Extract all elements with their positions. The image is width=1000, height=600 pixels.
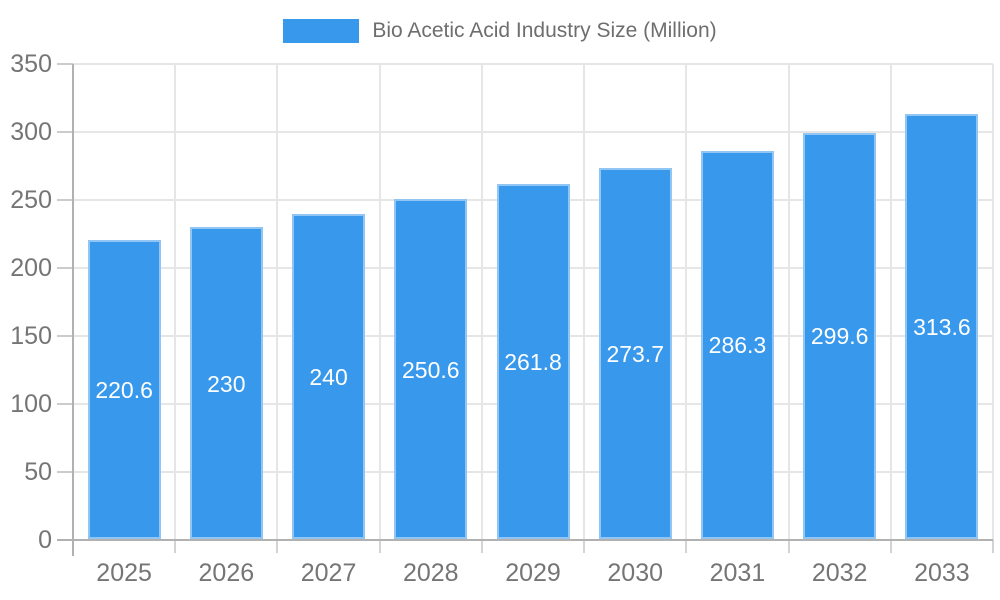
- y-axis-tick: [57, 403, 73, 405]
- legend-swatch-icon: [283, 19, 360, 43]
- x-gridline: [685, 64, 688, 540]
- y-gridline: [73, 131, 993, 133]
- x-gridline: [480, 64, 483, 540]
- x-axis-label: 2030: [607, 559, 664, 587]
- x-axis-label: 2029: [505, 559, 561, 587]
- y-axis-label: 150: [10, 322, 52, 350]
- x-axis-tick: [787, 540, 790, 553]
- x-gridline: [787, 64, 790, 540]
- bar-value-label: 240: [309, 363, 348, 390]
- bar-value-label: 220.6: [95, 376, 153, 403]
- x-gridline: [583, 64, 586, 540]
- x-axis-label: 2031: [709, 559, 766, 587]
- y-axis-line: [72, 64, 74, 556]
- y-axis-tick: [57, 63, 73, 65]
- x-gridline: [174, 64, 177, 540]
- x-axis-label: 2028: [402, 559, 459, 587]
- x-axis-line: [73, 539, 993, 541]
- bar-value-label: 299.6: [810, 323, 869, 350]
- bar-2027[interactable]: [292, 213, 366, 539]
- x-axis-tick: [174, 540, 177, 553]
- y-axis-label: 100: [10, 390, 52, 418]
- x-gridline: [276, 64, 279, 540]
- bar-2028[interactable]: [394, 199, 468, 539]
- bar-2026[interactable]: [189, 227, 263, 539]
- bar-value-label: 230: [207, 370, 246, 397]
- y-axis-tick: [57, 199, 73, 201]
- y-axis-tick: [57, 267, 73, 269]
- x-axis-label: 2026: [198, 559, 255, 587]
- x-axis-tick: [992, 540, 994, 553]
- x-axis-label: 2032: [811, 559, 868, 587]
- bar-2030[interactable]: [598, 167, 672, 539]
- x-axis-label: 2025: [96, 559, 152, 587]
- bar-2033[interactable]: [905, 113, 979, 539]
- y-axis-label: 50: [24, 458, 52, 486]
- x-axis-tick: [480, 540, 483, 553]
- y-axis-tick: [57, 131, 73, 133]
- y-axis-label: 0: [38, 526, 52, 554]
- y-axis-label: 250: [10, 186, 52, 214]
- x-axis-tick: [276, 540, 279, 553]
- x-gridline: [378, 64, 381, 540]
- bar-value-label: 261.8: [504, 348, 562, 375]
- y-axis-tick: [57, 471, 73, 473]
- legend-label: Bio Acetic Acid Industry Size (Million): [372, 19, 717, 42]
- y-axis-label: 350: [10, 50, 52, 78]
- bar-2029[interactable]: [496, 183, 570, 539]
- x-gridline: [889, 64, 892, 540]
- y-axis-tick: [57, 335, 73, 337]
- x-axis-tick: [889, 540, 892, 553]
- y-axis-zero-tick: [57, 539, 73, 541]
- x-gridline: [992, 64, 994, 540]
- bar-value-label: 313.6: [913, 313, 971, 340]
- bar-2025[interactable]: [87, 239, 161, 539]
- bar-value-label: 273.7: [606, 340, 664, 367]
- bar-2031[interactable]: [700, 150, 774, 539]
- y-axis-label: 300: [10, 118, 52, 146]
- x-axis-label: 2033: [914, 559, 970, 587]
- legend[interactable]: Bio Acetic Acid Industry Size (Million): [0, 19, 1000, 43]
- y-gridline: [73, 63, 993, 65]
- x-axis-tick: [583, 540, 586, 553]
- bar-2032[interactable]: [803, 132, 877, 539]
- x-axis-label: 2027: [300, 559, 357, 587]
- y-axis-label: 200: [10, 254, 52, 282]
- bar-value-label: 286.3: [708, 332, 767, 359]
- bar-value-label: 250.6: [401, 356, 460, 383]
- x-axis-tick: [685, 540, 688, 553]
- x-axis-tick: [378, 540, 381, 553]
